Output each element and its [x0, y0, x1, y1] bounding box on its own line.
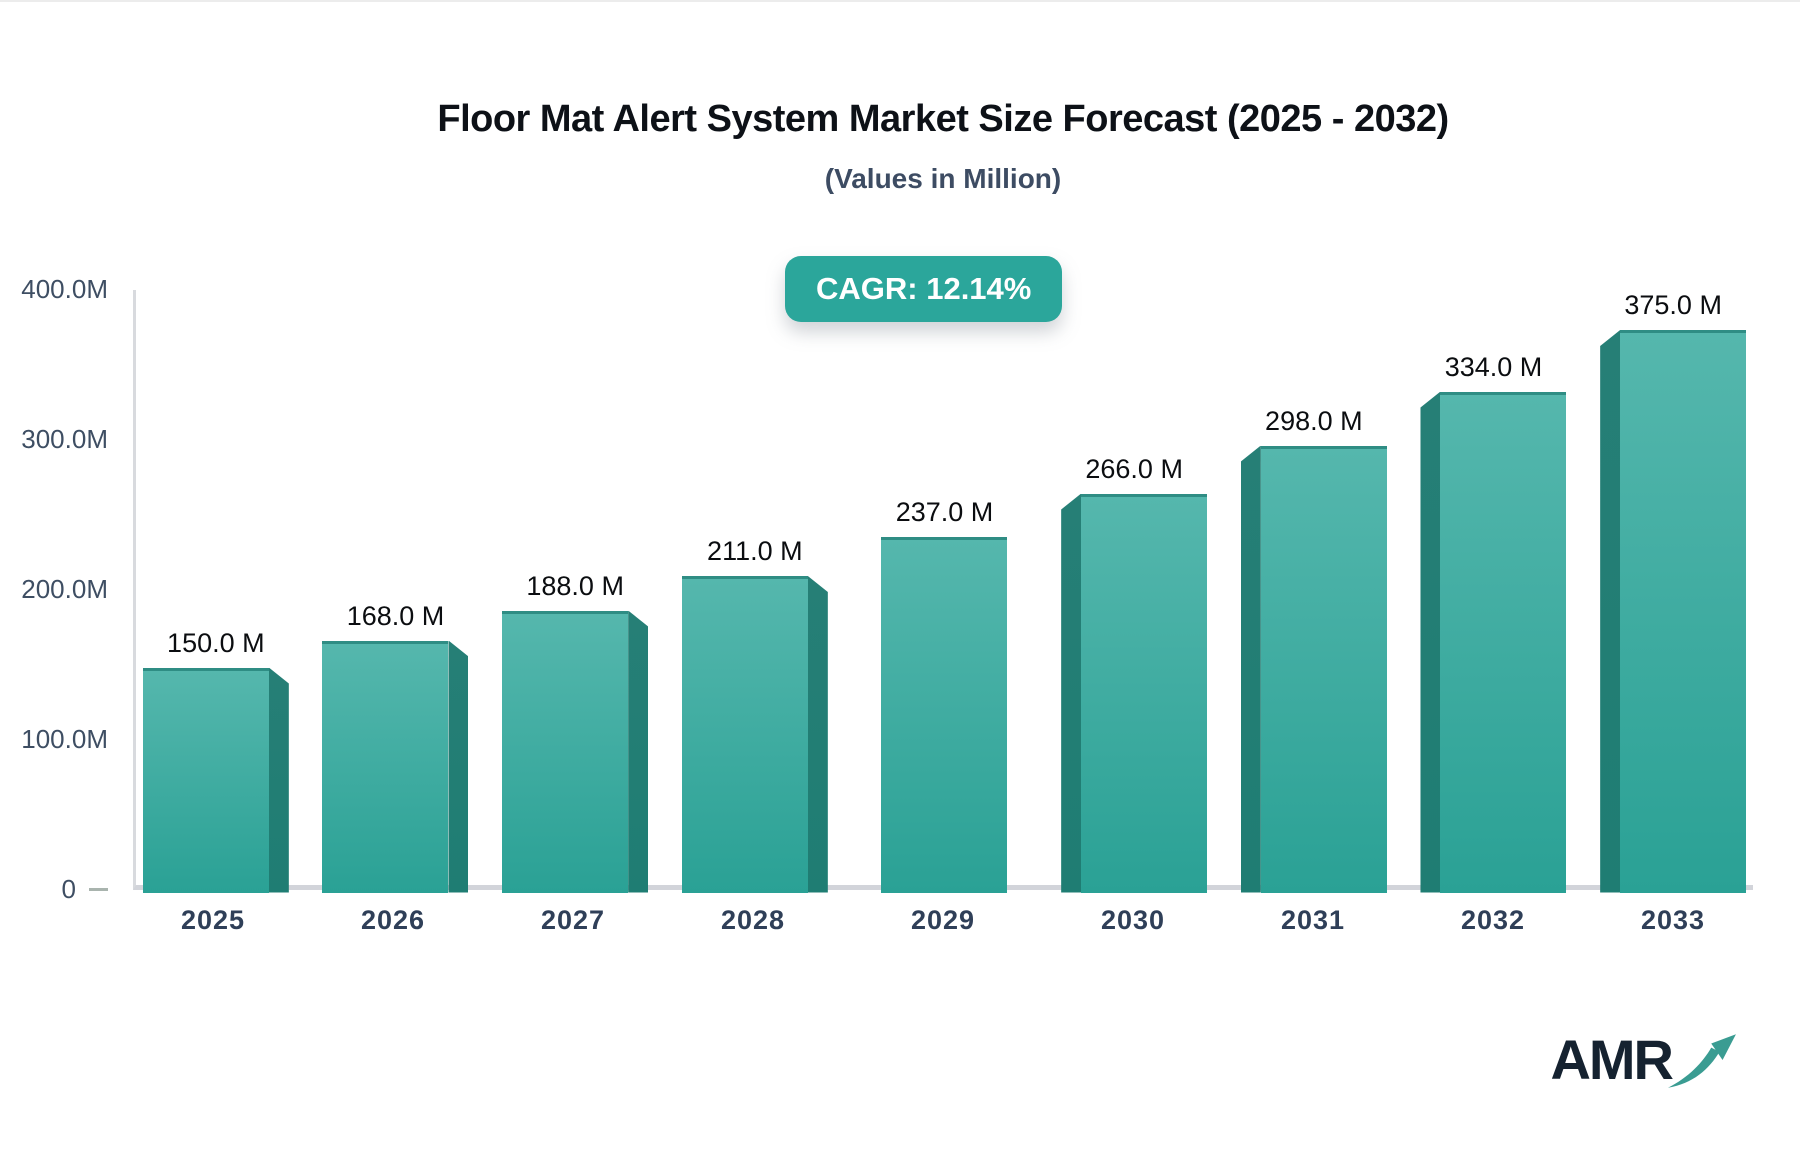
bar-2032 [1420, 391, 1567, 893]
bar-2031 [1240, 445, 1387, 893]
bar-2027 [502, 610, 649, 893]
bar-group: 211.0 M [681, 536, 828, 893]
x-axis-label: 2032 [1460, 905, 1526, 935]
bar-group: 168.0 M [322, 600, 469, 893]
x-axis-label: 2033 [1640, 905, 1706, 935]
bar-group: 266.0 M [1061, 453, 1208, 893]
bar-side-face [1061, 493, 1082, 893]
bar-slot: 188.0 M [495, 571, 675, 893]
brand-logo-text: AMR [1550, 1028, 1674, 1091]
bar-group: 188.0 M [502, 570, 649, 893]
bar-2030 [1061, 493, 1208, 893]
y-axis-tick: 100.0M [0, 724, 108, 755]
y-axis-tick-label: 100.0M [21, 724, 108, 754]
x-axis-label: 2028 [720, 905, 786, 935]
bar-value-label: 211.0 M [707, 536, 803, 566]
bar-slot: 334.0 M [1394, 352, 1574, 893]
bar-face [881, 537, 1008, 893]
bar-slot: 266.0 M [1034, 454, 1214, 893]
bar-group: 375.0 M [1600, 290, 1747, 893]
bar-group: 237.0 M [881, 497, 1008, 893]
bar-slot: 375.0 M [1573, 290, 1753, 893]
bar-group: 150.0 M [142, 627, 289, 893]
bar-value-label: 150.0 M [167, 627, 265, 658]
brand-logo: AMR [1550, 1032, 1738, 1090]
growth-arrow-icon [1668, 1034, 1736, 1088]
x-axis-label: 2031 [1280, 905, 1346, 935]
y-axis-tick-label: 300.0M [21, 424, 108, 454]
y-axis-tick: 400.0M [0, 274, 108, 305]
y-axis-tick: 300.0M [0, 424, 108, 455]
y-axis: 400.0M 300.0M 200.0M 100.0M 0 [0, 274, 120, 904]
bar-2025 [142, 667, 289, 893]
y-axis-tick-label: 200.0M [21, 574, 108, 604]
zero-tick-dash [89, 888, 108, 891]
x-axis-label: 2030 [1100, 905, 1166, 935]
bar-face [1260, 445, 1387, 893]
bar-value-label: 375.0 M [1624, 290, 1722, 320]
bar-side-face [807, 576, 828, 893]
bar-face [681, 576, 808, 893]
chart-subtitle: (Values in Million) [824, 163, 1062, 194]
bar-side-face [1600, 330, 1621, 893]
bar-group: 334.0 M [1420, 351, 1567, 893]
y-axis-tick: 200.0M [0, 574, 108, 605]
y-axis-tick-label: 400.0M [21, 274, 108, 304]
bar-face [322, 640, 449, 893]
bar-2028 [681, 576, 828, 893]
x-axis-label: 2027 [540, 905, 606, 935]
bar-value-label: 298.0 M [1265, 405, 1363, 436]
bar-side-face [1420, 391, 1441, 893]
bar-2033 [1600, 330, 1747, 893]
cagr-badge: CAGR: 12.14% [785, 256, 1063, 322]
bar-face [142, 667, 269, 893]
y-axis-tick-label: 0 [61, 874, 76, 904]
bar-2026 [322, 640, 469, 893]
y-axis-tick: 0 [0, 874, 108, 905]
x-axis-label: 2029 [910, 905, 976, 935]
bar-value-label: 334.0 M [1444, 351, 1543, 382]
x-axis-labels: 2025 2026 2027 2028 2029 2030 2031 2032 2033 [133, 905, 1753, 936]
bar-group: 298.0 M [1240, 405, 1387, 893]
chart-header: Floor Mat Alert System Market Size Forec… [133, 2, 1753, 195]
bar-side-face [628, 610, 649, 893]
bar-face [502, 610, 629, 893]
bar-slot: 211.0 M [675, 536, 855, 893]
bar-value-label: 168.0 M [346, 600, 445, 631]
bar-slot: 237.0 M [855, 497, 1035, 893]
bar-slot: 298.0 M [1214, 406, 1394, 893]
bar-side-face [448, 640, 469, 893]
x-axis-label: 2025 [180, 905, 246, 935]
bar-value-label: 266.0 M [1085, 453, 1183, 484]
bar-value-label: 188.0 M [526, 570, 624, 601]
bar-slot: 150.0 M [136, 628, 316, 893]
bar-value-label: 237.0 M [895, 497, 994, 527]
bar-face [1440, 391, 1567, 893]
bar-face [1081, 493, 1208, 893]
chart-title: Floor Mat Alert System Market Size Forec… [437, 98, 1449, 140]
bar-side-face [268, 667, 289, 893]
bar-face [1620, 330, 1747, 893]
bar-side-face [1240, 445, 1261, 893]
plot-area: 150.0 M 168.0 M 188.0 M 211.0 M 237.0 M 266.0… [133, 290, 1753, 893]
x-axis-label: 2026 [360, 905, 426, 935]
bar-slot: 168.0 M [316, 601, 496, 893]
bar-2029 [881, 537, 1008, 893]
